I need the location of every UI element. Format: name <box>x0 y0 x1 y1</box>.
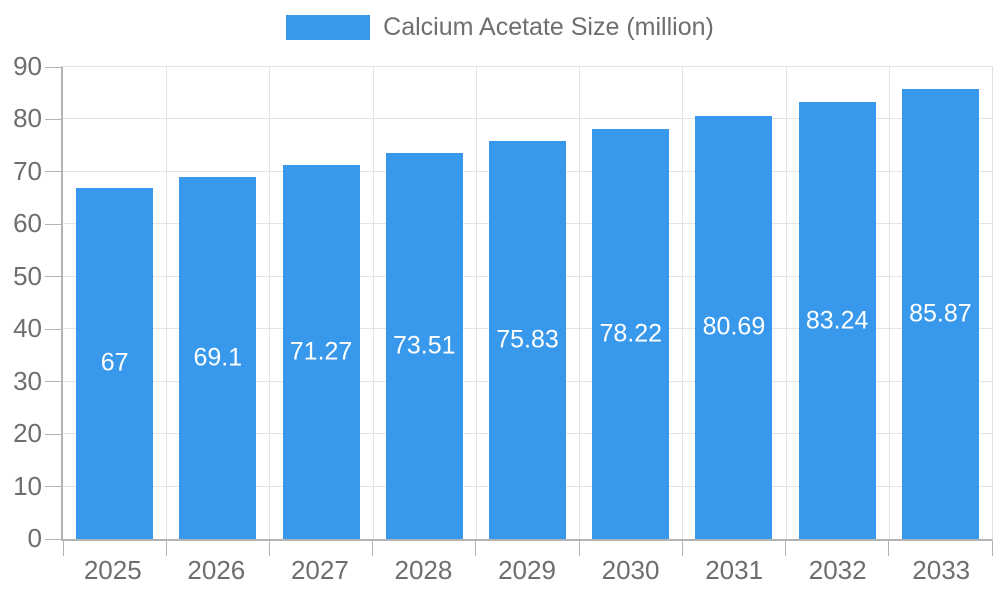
y-axis-tick-label: 10 <box>13 470 42 501</box>
bar-2031[interactable]: 80.69 <box>695 115 773 539</box>
x-axis-tick <box>785 541 787 556</box>
bar-value-label: 75.83 <box>496 325 559 354</box>
bar-2027[interactable]: 71.27 <box>282 165 360 539</box>
x-axis-tick <box>268 541 270 556</box>
bar-2029[interactable]: 75.83 <box>489 141 566 539</box>
bar-value-label: 67 <box>100 348 129 377</box>
grid-line-vertical <box>682 67 684 539</box>
bar-value-label: 83.24 <box>805 306 869 335</box>
y-axis-tick-label: 90 <box>13 51 42 81</box>
y-axis-tick <box>45 66 61 68</box>
y-axis-tick <box>45 381 61 383</box>
y-axis-tick <box>45 538 61 540</box>
grid-line-vertical <box>785 67 787 539</box>
bar-value-label: 69.1 <box>193 343 243 372</box>
legend-item[interactable]: Calcium Acetate Size (million) <box>0 13 1000 42</box>
bar-2033[interactable]: 85.87 <box>901 88 979 539</box>
bar-value-label: 78.22 <box>599 319 662 348</box>
legend-label: Calcium Acetate Size (million) <box>383 13 714 41</box>
x-axis-tick <box>372 541 374 556</box>
y-axis-tick-label: 70 <box>13 155 42 186</box>
x-axis-tick <box>578 541 580 556</box>
y-axis-tick-label: 0 <box>27 523 42 553</box>
bar-2025[interactable]: 67 <box>76 187 154 539</box>
x-axis-category-label: 2026 <box>187 555 246 585</box>
y-axis-tick-label: 30 <box>13 365 42 396</box>
x-axis-tick <box>888 541 890 556</box>
x-axis-tick <box>62 541 64 556</box>
x-axis-category-label: 2031 <box>705 555 764 585</box>
grid-line-vertical <box>475 67 477 539</box>
bar-2028[interactable]: 73.51 <box>385 153 463 539</box>
y-axis-tick <box>45 223 61 225</box>
grid-line-vertical <box>269 67 271 539</box>
bar-2030[interactable]: 78.22 <box>592 128 670 539</box>
y-axis-tick <box>45 433 61 435</box>
grid-line-vertical <box>579 67 581 539</box>
y-axis-tick <box>45 171 61 173</box>
grid-line-vertical <box>888 67 890 539</box>
x-axis-category-label: 2027 <box>290 555 349 585</box>
grid-line-vertical <box>166 67 168 539</box>
plot-area: 67 69.1 71.27 73.51 75.83 78.22 80.69 83.24 85.8… <box>45 66 993 556</box>
y-axis-tick <box>45 486 61 488</box>
x-axis-category-label: 2029 <box>498 555 556 585</box>
x-axis-category-label: 2033 <box>912 555 971 585</box>
y-axis-tick <box>45 118 61 120</box>
y-axis-tick-label: 60 <box>13 208 42 239</box>
x-axis-tick <box>991 541 993 556</box>
bar-value-label: 85.87 <box>909 299 972 328</box>
x-axis-category-label: 2028 <box>394 555 453 585</box>
bar-value-label: 73.51 <box>392 331 456 360</box>
y-axis-tick <box>45 276 61 278</box>
bar-value-label: 71.27 <box>289 337 353 366</box>
y-axis-tick-label: 80 <box>13 103 42 134</box>
x-axis-category-label: 2025 <box>83 555 142 585</box>
x-axis-tick <box>165 541 167 556</box>
x-axis-category-label: 2032 <box>808 555 867 585</box>
legend-swatch <box>286 15 371 40</box>
x-axis-tick <box>681 541 683 556</box>
y-axis-tick-label: 20 <box>13 418 42 449</box>
grid-line-vertical <box>372 67 374 539</box>
y-axis-tick-label: 50 <box>13 260 42 291</box>
x-axis-category-label: 2030 <box>601 555 660 585</box>
y-axis-labels: 0 10 20 30 40 50 60 70 80 90 <box>0 53 42 551</box>
grid-line-horizontal <box>63 118 992 120</box>
bar-2032[interactable]: 83.24 <box>798 102 876 539</box>
bar-value-label: 80.69 <box>702 312 766 341</box>
y-axis-tick <box>45 328 61 330</box>
x-axis-tick <box>475 541 477 556</box>
x-axis-labels: 2025 2026 2027 2028 2029 2030 2031 2032 2033 <box>61 556 993 590</box>
y-axis-tick-label: 40 <box>13 313 42 344</box>
bar-2026[interactable]: 69.1 <box>179 176 257 539</box>
